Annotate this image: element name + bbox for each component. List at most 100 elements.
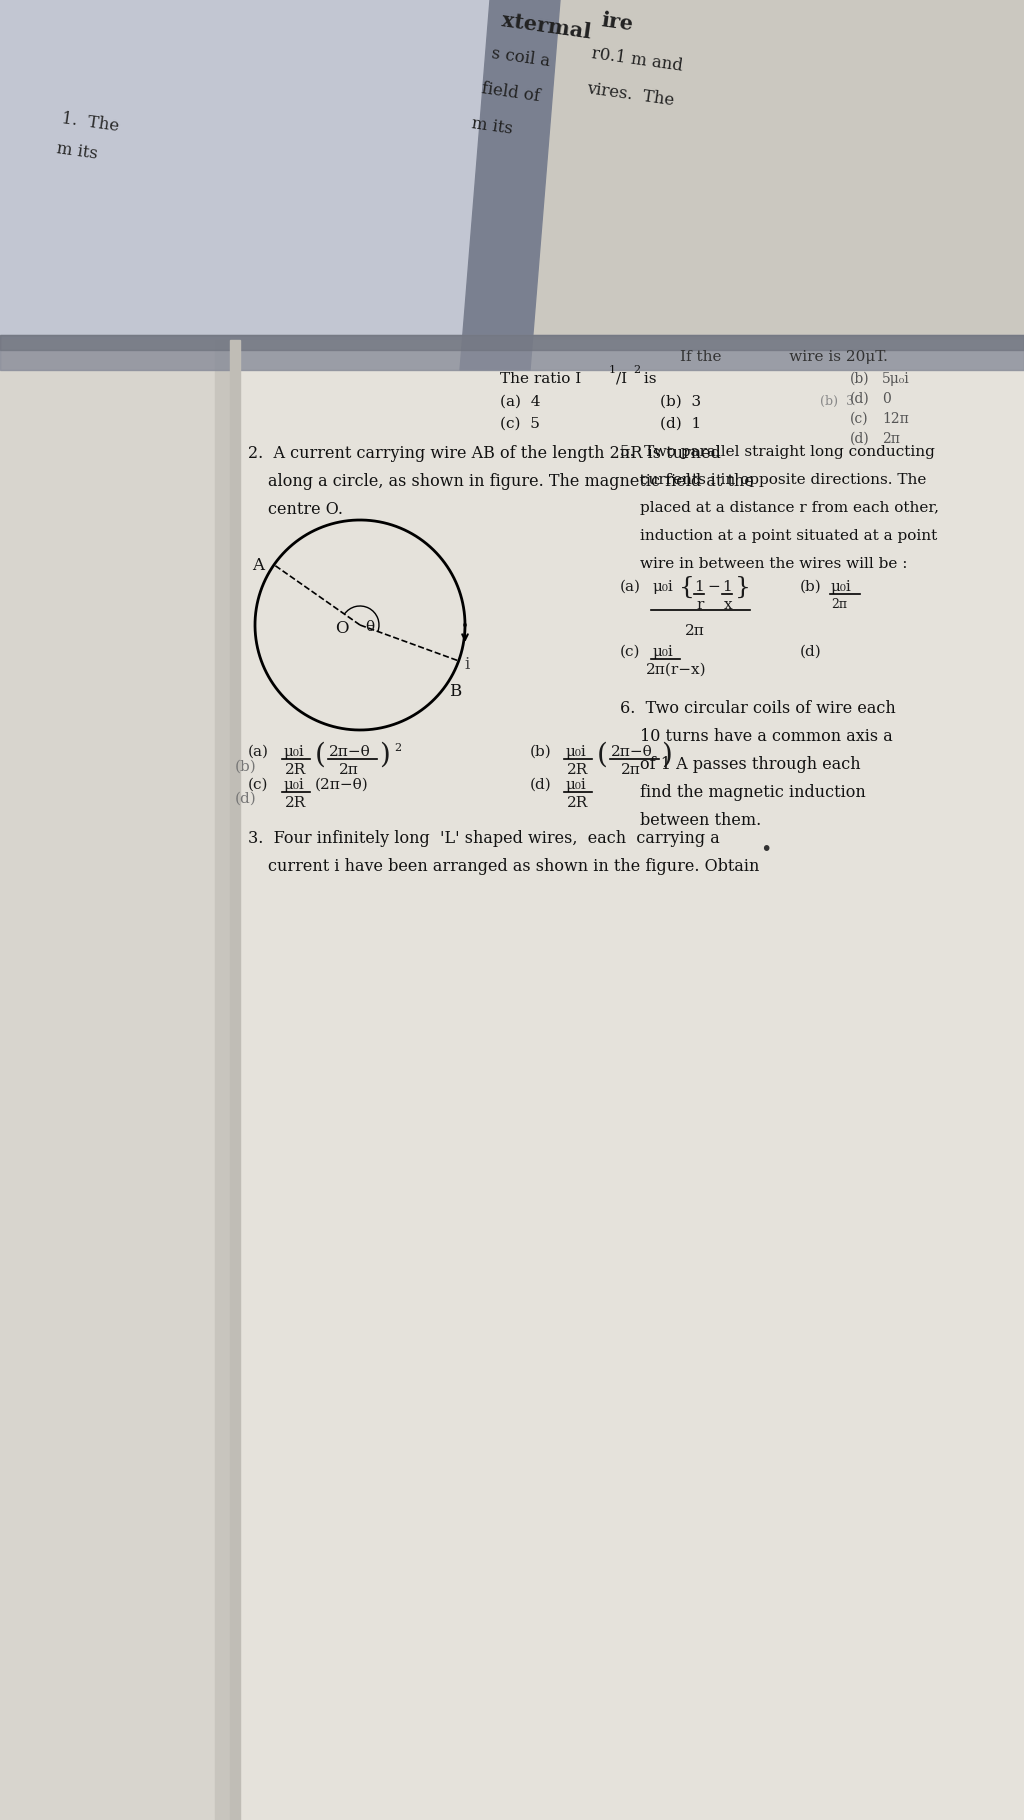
Polygon shape [0,340,1024,1820]
Bar [0,335,1024,349]
Text: m its: m its [55,140,98,162]
Text: x: x [724,599,732,612]
Text: 2: 2 [633,366,640,375]
Text: B: B [449,682,461,701]
Text: r0.1 m and: r0.1 m and [590,46,683,75]
Text: 2R: 2R [285,795,306,810]
Text: between them.: between them. [640,812,761,828]
Text: }: } [735,575,751,599]
Polygon shape [230,340,240,1820]
Text: (c): (c) [620,644,640,659]
Text: 2.  A current carrying wire AB of the length 2πR is turned: 2. A current carrying wire AB of the len… [248,446,721,462]
Text: (d): (d) [800,644,821,659]
Text: μ₀i: μ₀i [565,777,586,792]
Text: 2: 2 [394,743,401,753]
Text: wire is 20μT.: wire is 20μT. [760,349,888,364]
Text: (b): (b) [800,581,821,593]
Text: 2π: 2π [882,431,900,446]
Text: i: i [465,655,470,673]
Text: (d)  1: (d) 1 [660,417,701,431]
Text: field of: field of [480,80,541,106]
Text: centre O.: centre O. [268,501,343,519]
Text: /I: /I [616,371,627,386]
Text: (b): (b) [530,744,552,759]
Text: (b)  3: (b) 3 [820,395,854,408]
Text: (a): (a) [620,581,641,593]
Bar [0,335,1024,369]
Text: 10 turns have a common axis a: 10 turns have a common axis a [640,728,893,744]
Text: μ₀i: μ₀i [283,777,304,792]
Text: vires.  The: vires. The [585,80,675,109]
Text: ): ) [662,743,672,770]
Polygon shape [0,0,550,369]
Text: (c): (c) [850,411,868,426]
Text: μ₀i: μ₀i [830,581,851,593]
Text: 2π: 2π [831,599,847,612]
Text: (d): (d) [234,792,257,806]
Text: 12π: 12π [882,411,908,426]
Text: (b)  3: (b) 3 [660,395,701,410]
Text: μ₀i: μ₀i [565,744,586,759]
Text: μ₀i: μ₀i [283,744,304,759]
Text: (d): (d) [850,391,869,406]
Text: m its: m its [470,115,513,138]
Text: current i have been arranged as shown in the figure. Obtain: current i have been arranged as shown in… [268,857,760,875]
Text: (a)  4: (a) 4 [500,395,541,410]
Text: 2R: 2R [567,763,588,777]
Text: 1.  The: 1. The [60,109,120,135]
Polygon shape [0,340,220,1820]
Text: 6.  Two circular coils of wire each: 6. Two circular coils of wire each [620,701,896,717]
Text: 5μ₀i: 5μ₀i [882,371,909,386]
Text: wire in between the wires will be :: wire in between the wires will be : [640,557,907,571]
Text: 0: 0 [882,391,891,406]
Text: ire: ire [600,9,635,35]
Text: 2R: 2R [285,763,306,777]
Text: 1: 1 [722,581,732,593]
Text: (: ( [315,743,326,770]
Text: μ₀i: μ₀i [652,581,673,593]
Text: xtermal: xtermal [500,9,592,42]
Text: μ₀i: μ₀i [652,644,673,659]
Text: •: • [760,841,771,859]
Text: is: is [639,371,656,386]
Text: 2π: 2π [621,763,641,777]
Text: 1: 1 [694,581,703,593]
Text: 5.  Two parallel straight long conducting: 5. Two parallel straight long conducting [620,446,935,459]
Text: of 1 A passes through each: of 1 A passes through each [640,755,860,774]
Text: s coil a: s coil a [490,46,551,69]
Bar [0,340,30,1820]
Text: 2R: 2R [567,795,588,810]
Text: θ: θ [365,621,374,633]
Text: (d): (d) [530,777,552,792]
Text: 2π−θ: 2π−θ [329,744,371,759]
Text: induction at a point situated at a point: induction at a point situated at a point [640,530,937,542]
Text: The ratio I: The ratio I [500,371,582,386]
Text: (c)  5: (c) 5 [500,417,540,431]
Text: (2π−θ): (2π−θ) [315,777,369,792]
Polygon shape [520,0,1024,369]
Polygon shape [215,340,234,1820]
Text: currents i in opposite directions. The: currents i in opposite directions. The [640,473,927,488]
Text: If the: If the [680,349,722,364]
Text: along a circle, as shown in figure. The magnetic field at the: along a circle, as shown in figure. The … [268,473,754,490]
Text: (: ( [597,743,608,770]
Text: (a): (a) [248,744,269,759]
Text: r: r [696,599,703,612]
Polygon shape [460,0,560,369]
Text: A: A [252,557,264,573]
Text: O: O [335,621,348,637]
Text: 2π−θ: 2π−θ [611,744,652,759]
Text: {: { [679,575,695,599]
Text: (b): (b) [850,371,869,386]
Text: (d): (d) [850,431,869,446]
Text: (b): (b) [234,761,257,774]
Text: 2π: 2π [685,624,705,639]
Text: 2π(r−x): 2π(r−x) [646,662,707,677]
Text: placed at a distance r from each other,: placed at a distance r from each other, [640,501,939,515]
Text: −: − [707,581,720,593]
Text: (c): (c) [248,777,268,792]
Text: find the magnetic induction: find the magnetic induction [640,784,865,801]
Text: 1: 1 [609,366,616,375]
Text: 2π: 2π [339,763,358,777]
Text: 3.  Four infinitely long  'L' shaped wires,  each  carrying a: 3. Four infinitely long 'L' shaped wires… [248,830,720,846]
